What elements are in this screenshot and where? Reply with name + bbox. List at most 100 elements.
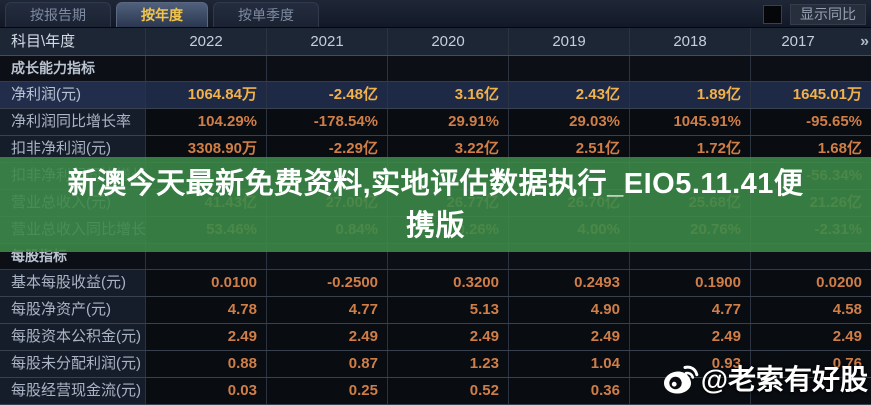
row-value: 0.25 — [266, 378, 387, 404]
table-row[interactable]: 净利润同比增长率 104.29% -178.54% 29.91% 29.03% 1045.… — [0, 109, 871, 136]
row-label: 营业总收入(元) — [0, 190, 145, 216]
section-empty-cell — [145, 244, 266, 269]
row-value: 1.68亿 — [750, 136, 871, 162]
table-row[interactable]: 每股净资产(元) 4.78 4.77 5.13 4.90 4.77 4.58 — [0, 297, 871, 324]
table-row[interactable]: 基本每股收益(元) 0.0100 -0.2500 0.3200 0.2493 0.1900… — [0, 270, 871, 297]
tab-quarterly[interactable]: 按单季度 — [213, 2, 319, 27]
section-empty-cell — [266, 56, 387, 81]
tab-yearly[interactable]: 按年度 — [116, 2, 208, 27]
section-title: 每股指标 — [11, 248, 67, 264]
row-value: 4.78 — [145, 297, 266, 323]
tab-report-period[interactable]: 按报告期 — [5, 2, 111, 27]
weibo-watermark: @老索有好股 — [661, 358, 868, 398]
row-value: 4.77 — [266, 297, 387, 323]
year-header-2022: 2022 — [145, 28, 266, 55]
table-row[interactable]: 营业总收入同比增长率53.46%0.84%0.26%4.00%20.76%-2.… — [0, 217, 871, 244]
row-value: 0.76 — [750, 351, 871, 377]
section-title: 成长能力指标 — [11, 60, 95, 76]
year-header-2020: 2020 — [387, 28, 508, 55]
row-value: 0.2493 — [508, 270, 629, 296]
row-value: 2.51亿 — [508, 136, 629, 162]
row-value — [629, 163, 750, 189]
row-label: 净利润(元) — [0, 82, 145, 108]
row-value: 2.43亿 — [508, 82, 629, 108]
row-label: 净利润同比增长率 — [0, 109, 145, 135]
row-value — [508, 163, 629, 189]
table-row[interactable]: 每股资本公积金(元) 2.49 2.49 2.49 2.49 2.49 2.49 — [0, 324, 871, 351]
show-yoy-checkbox[interactable] — [763, 5, 782, 24]
row-value: 0.87 — [266, 351, 387, 377]
section-empty-cell — [750, 56, 871, 81]
table-body: 成长能力指标净利润(元) 1064.84万 -2.48亿 3.16亿 2.43亿 1.89… — [0, 56, 871, 405]
row-value: 5.13 — [387, 297, 508, 323]
year-header-2019: 2019 — [508, 28, 629, 55]
row-value: -95.65% — [750, 109, 871, 135]
year-header-2017-label: 2017 — [781, 33, 815, 50]
section-empty-cell — [266, 244, 387, 269]
row-value: 29.03% — [508, 109, 629, 135]
row-label: 基本每股收益(元) — [0, 270, 145, 296]
row-value: -2.48亿 — [266, 82, 387, 108]
row-value: 1.23 — [387, 351, 508, 377]
row-value: 4.00% — [508, 217, 629, 243]
table-row[interactable]: 每股未分配利润(元) 0.88 0.87 1.23 1.04 0.93 0.76 — [0, 351, 871, 378]
row-value: 0.88 — [145, 351, 266, 377]
row-value: 0.36 — [508, 378, 629, 404]
row-value: 41.43亿 — [145, 190, 266, 216]
row-value — [750, 378, 871, 404]
row-label: 扣非净利润(元) — [0, 136, 145, 162]
row-value: 3.22亿 — [387, 136, 508, 162]
row-value: -56.34% — [750, 163, 871, 189]
more-years-icon[interactable]: » — [860, 33, 869, 50]
weibo-watermark-text: @老索有好股 — [700, 364, 868, 395]
row-value: 2.49 — [266, 324, 387, 350]
section-header-row: 成长能力指标 — [0, 56, 871, 82]
row-value: 2.49 — [508, 324, 629, 350]
row-value: 0.52 — [387, 378, 508, 404]
row-value: 4.90 — [508, 297, 629, 323]
show-yoy-label[interactable]: 显示同比 — [790, 4, 866, 25]
year-header-2017: 2017 » — [750, 28, 871, 55]
row-value: -2.29亿 — [266, 136, 387, 162]
row-value: 21.26亿 — [750, 190, 871, 216]
row-value: 2.49 — [145, 324, 266, 350]
row-value: 4.58 — [750, 297, 871, 323]
row-value: 26.77亿 — [387, 190, 508, 216]
show-yoy-control: 显示同比 — [763, 4, 866, 25]
row-value: 0.93 — [629, 351, 750, 377]
row-value: 2.49 — [629, 324, 750, 350]
row-value: 3.16亿 — [387, 82, 508, 108]
table-row[interactable]: 扣非净利润同比增长率 -56.34% — [0, 163, 871, 190]
row-label: 扣非净利润同比增长率 — [0, 163, 145, 189]
row-value: 1045.91% — [629, 109, 750, 135]
row-value — [629, 378, 750, 404]
row-value: 0.26% — [387, 217, 508, 243]
row-value: 0.84% — [266, 217, 387, 243]
row-value: 1.72亿 — [629, 136, 750, 162]
row-value: 1.04 — [508, 351, 629, 377]
table-row[interactable]: 营业总收入(元) 41.43亿 27.00亿 26.77亿 26.70亿 25.68亿 21… — [0, 190, 871, 217]
row-value: 53.46% — [145, 217, 266, 243]
row-label: 每股净资产(元) — [0, 297, 145, 323]
section-empty-cell — [387, 244, 508, 269]
section-empty-cell — [508, 56, 629, 81]
row-value: 0.0100 — [145, 270, 266, 296]
section-empty-cell — [750, 244, 871, 269]
corner-header: 科目\年度 — [11, 33, 76, 50]
row-value — [387, 163, 508, 189]
row-value: 25.68亿 — [629, 190, 750, 216]
row-value — [266, 163, 387, 189]
row-value: 2.49 — [750, 324, 871, 350]
table-row[interactable]: 扣非净利润(元) 3308.90万 -2.29亿 3.22亿 2.51亿 1.72亿 1.6… — [0, 136, 871, 163]
row-label: 营业总收入同比增长率 — [0, 217, 145, 243]
year-header-2021: 2021 — [266, 28, 387, 55]
table-header-row: 科目\年度 2022 2021 2020 2019 2018 2017 » — [0, 28, 871, 56]
row-value: 1645.01万 — [750, 82, 871, 108]
table-row[interactable]: 净利润(元) 1064.84万 -2.48亿 3.16亿 2.43亿 1.89亿 1645.… — [0, 82, 871, 109]
section-empty-cell — [508, 244, 629, 269]
row-value — [145, 163, 266, 189]
row-value: 1064.84万 — [145, 82, 266, 108]
row-value: 0.3200 — [387, 270, 508, 296]
section-empty-cell — [387, 56, 508, 81]
